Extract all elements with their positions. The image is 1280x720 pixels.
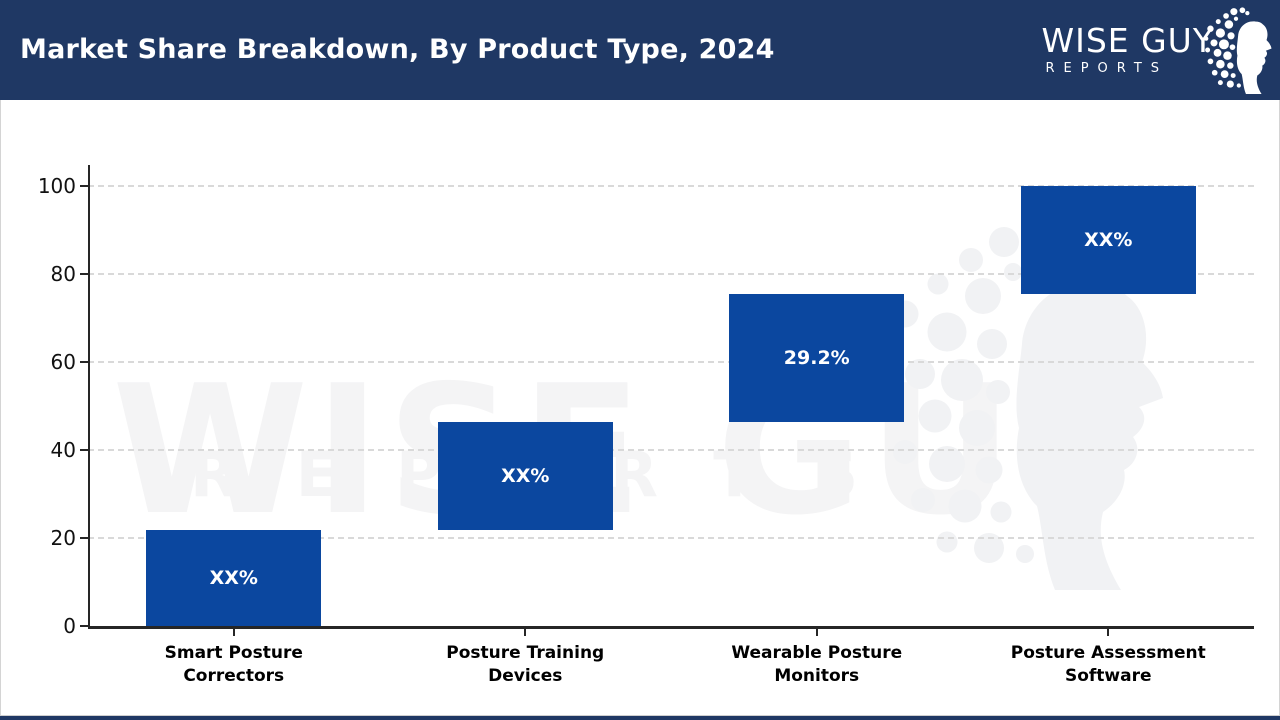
y-tick-label: 20	[50, 526, 76, 550]
bar-segment: XX%	[437, 422, 613, 530]
logo-wordmark: WISE GUY	[1041, 21, 1214, 61]
bar-value-label: XX%	[209, 566, 258, 589]
y-tick-mark	[80, 185, 88, 187]
bar-segment: 29.2%	[729, 294, 905, 423]
x-category-label: Posture Training Devices	[446, 643, 605, 686]
y-tick-label: 100	[37, 174, 76, 198]
chart-title: Market Share Breakdown, By Product Type,…	[20, 34, 775, 65]
bar-value-label: XX%	[501, 464, 550, 487]
footer-bar	[0, 715, 1280, 720]
x-axis-line	[88, 626, 1254, 629]
y-tick-mark	[80, 625, 88, 627]
gridline	[88, 185, 1254, 187]
header-bar: Market Share Breakdown, By Product Type,…	[0, 0, 1280, 100]
gridline	[88, 537, 1254, 539]
logo-text: WISE GUY REPORTS	[1041, 24, 1214, 76]
x-category-label: Posture Assessment Software	[1010, 643, 1206, 686]
x-category-label: Smart Posture Correctors	[164, 643, 303, 686]
bar-value-label: 29.2%	[783, 347, 850, 370]
x-tick-mark	[524, 628, 527, 636]
y-axis-line	[88, 165, 90, 628]
y-tick-mark	[80, 273, 88, 275]
logo-subtitle: REPORTS	[1045, 60, 1169, 76]
y-tick-label: 60	[50, 350, 76, 374]
bar-value-label: XX%	[1084, 229, 1133, 252]
y-tick-label: 40	[50, 438, 76, 462]
y-tick-label: 0	[63, 614, 76, 638]
gridline	[88, 361, 1254, 363]
y-tick-label: 80	[50, 262, 76, 286]
gridline	[88, 449, 1254, 451]
gridline	[88, 273, 1254, 275]
bar-segment: XX%	[1020, 186, 1196, 295]
x-tick-mark	[232, 628, 235, 636]
wiseguy-logo: WISE GUY REPORTS	[1041, 4, 1272, 96]
y-tick-mark	[80, 537, 88, 539]
y-tick-mark	[80, 361, 88, 363]
y-tick-mark	[80, 449, 88, 451]
x-tick-mark	[815, 628, 818, 636]
x-category-label: Wearable Posture Monitors	[731, 643, 903, 686]
x-tick-mark	[1107, 628, 1110, 636]
bar-segment: XX%	[146, 529, 322, 626]
